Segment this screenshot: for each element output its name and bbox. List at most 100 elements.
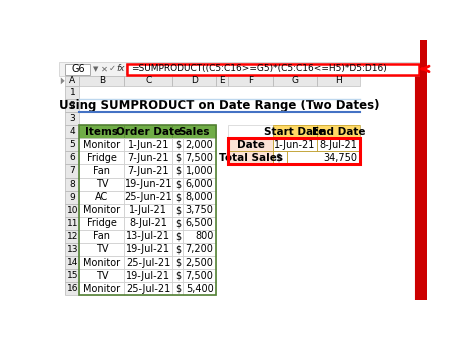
Text: $: $ <box>175 140 181 150</box>
Text: 8: 8 <box>70 180 75 188</box>
Bar <box>80 99 360 112</box>
Bar <box>124 282 173 295</box>
Bar <box>124 243 173 256</box>
Text: 16: 16 <box>67 284 78 293</box>
Text: $: $ <box>175 218 181 228</box>
Bar <box>124 204 173 217</box>
Text: Items: Items <box>85 127 118 137</box>
Bar <box>183 191 216 204</box>
Text: 13-Jul-21: 13-Jul-21 <box>127 232 170 241</box>
Text: 19-Jun-21: 19-Jun-21 <box>125 179 172 189</box>
Bar <box>80 112 360 125</box>
Bar <box>65 125 80 138</box>
Bar <box>80 125 124 138</box>
Text: TV: TV <box>96 179 108 189</box>
Text: Fridge: Fridge <box>87 153 117 163</box>
Bar <box>173 76 216 86</box>
Bar <box>65 269 80 282</box>
Bar <box>80 256 124 269</box>
Bar <box>65 191 80 204</box>
Bar <box>65 125 80 138</box>
Bar <box>65 243 80 256</box>
Bar <box>124 164 173 178</box>
Text: B: B <box>99 76 105 85</box>
Bar <box>80 138 124 151</box>
Bar <box>173 282 183 295</box>
Bar <box>80 282 124 295</box>
Bar <box>124 151 173 164</box>
Bar <box>80 76 124 86</box>
Text: 6: 6 <box>70 153 75 162</box>
Bar <box>80 76 124 86</box>
Text: 2,000: 2,000 <box>186 140 213 150</box>
Text: 2,500: 2,500 <box>186 257 213 268</box>
Bar <box>65 178 80 191</box>
Text: 4: 4 <box>70 127 75 136</box>
Text: TV: TV <box>96 245 108 254</box>
Bar <box>273 125 317 138</box>
Text: 8,000: 8,000 <box>186 192 213 202</box>
Bar <box>65 230 80 243</box>
Bar <box>65 138 80 151</box>
Text: 7,500: 7,500 <box>186 271 213 281</box>
Text: D: D <box>191 76 198 85</box>
Bar <box>80 230 124 243</box>
Bar <box>173 125 216 138</box>
Bar <box>124 125 173 138</box>
Bar <box>273 125 317 138</box>
Bar <box>65 282 80 295</box>
Bar <box>80 230 124 243</box>
Text: $: $ <box>175 245 181 254</box>
Bar <box>173 178 183 191</box>
Bar <box>420 40 427 300</box>
Text: A: A <box>69 76 75 85</box>
Text: 1: 1 <box>70 88 75 97</box>
Bar <box>124 138 173 151</box>
Bar <box>228 76 273 86</box>
Bar <box>173 204 183 217</box>
Bar <box>80 282 360 295</box>
Text: 7: 7 <box>70 166 75 176</box>
Bar <box>228 151 273 164</box>
Bar <box>183 269 216 282</box>
Text: =SUMPRODUCT((C5:C16>=G5)*(C5:C16<=H5)*D5:D16): =SUMPRODUCT((C5:C16>=G5)*(C5:C16<=H5)*D5… <box>130 64 386 73</box>
Bar <box>183 282 216 295</box>
Bar <box>173 191 183 204</box>
Bar <box>80 282 124 295</box>
Bar <box>80 125 216 295</box>
Text: H: H <box>335 76 342 85</box>
Bar <box>183 282 216 295</box>
Text: 15: 15 <box>67 271 78 280</box>
Bar <box>183 217 216 230</box>
Text: 5,400: 5,400 <box>186 284 213 294</box>
Text: 5: 5 <box>70 140 75 149</box>
Bar <box>80 178 124 191</box>
Bar <box>124 243 173 256</box>
Bar <box>65 282 80 295</box>
Text: fx: fx <box>117 64 125 73</box>
Bar <box>80 243 124 256</box>
Text: 7,200: 7,200 <box>186 245 213 254</box>
Bar <box>183 269 216 282</box>
Bar <box>80 256 360 269</box>
Bar <box>80 256 124 269</box>
Bar <box>173 178 183 191</box>
Bar <box>124 282 173 295</box>
Bar <box>173 282 183 295</box>
Bar <box>183 191 216 204</box>
Bar <box>228 138 273 151</box>
Text: 12: 12 <box>67 232 78 241</box>
Bar <box>183 204 216 217</box>
Bar <box>80 164 124 178</box>
Bar <box>80 269 360 282</box>
Text: F: F <box>248 76 253 85</box>
Bar <box>65 256 80 269</box>
Text: $: $ <box>175 166 181 176</box>
Bar <box>124 230 173 243</box>
Bar <box>317 76 360 86</box>
Bar <box>183 243 216 256</box>
Text: 10: 10 <box>67 206 78 215</box>
Bar <box>173 217 183 230</box>
Text: TV: TV <box>96 271 108 281</box>
Bar <box>124 256 173 269</box>
